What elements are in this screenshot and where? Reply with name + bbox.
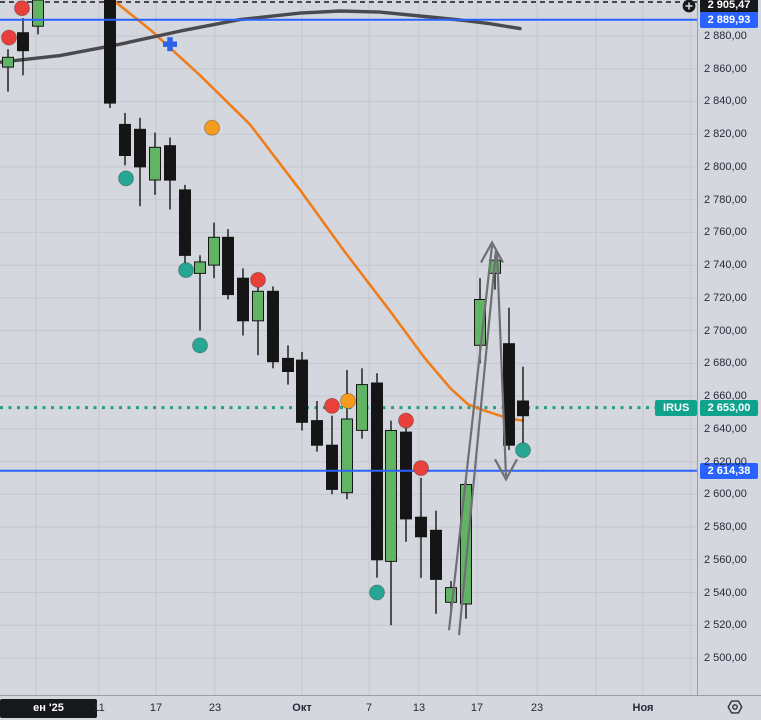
price-tick-label: 2 820,00 [704, 128, 747, 140]
time-tick-label: 7 [365, 702, 373, 714]
time-tick-label: 11 [93, 702, 105, 714]
time-tick-label: 17 [470, 702, 484, 714]
time-tick-label: Ноя [632, 702, 654, 714]
price-tick-label: 2 540,00 [704, 587, 747, 599]
candlestick-chart-canvas[interactable] [0, 0, 697, 695]
price-tick-label: 2 620,00 [704, 456, 747, 468]
price-tick-label: 2 520,00 [704, 619, 747, 631]
time-tick-label: 23 [530, 702, 544, 714]
price-tick-label: 2 800,00 [704, 161, 747, 173]
price-tick-label: 2 740,00 [704, 259, 747, 271]
price-badge-last: 2 653,00 [700, 400, 758, 416]
price-badge-blue-upper: 2 889,93 [700, 12, 758, 28]
plus-circle-icon[interactable] [682, 0, 696, 13]
time-tick-label: 17 [149, 702, 163, 714]
price-tick-label: 2 600,00 [704, 488, 747, 500]
price-tick-label: 2 700,00 [704, 325, 747, 337]
price-tick-label: 2 880,00 [704, 30, 747, 42]
price-tick-label: 2 500,00 [704, 652, 747, 664]
price-tick-label: 2 780,00 [704, 194, 747, 206]
price-badge-blue-lower: 2 614,38 [700, 463, 758, 479]
price-badge-black: 2 905,47 [700, 0, 758, 13]
price-tick-label: 2 860,00 [704, 63, 747, 75]
time-axis[interactable]: ен '25 11 17 23 Окт 7 13 17 23 Ноя [0, 695, 761, 720]
price-tick-label: 2 560,00 [704, 554, 747, 566]
price-tick-label: 2 580,00 [704, 521, 747, 533]
price-tick-label: 2 720,00 [704, 292, 747, 304]
date-range-badge: ен '25 [0, 699, 97, 718]
price-tick-label: 2 640,00 [704, 423, 747, 435]
time-tick-label: Окт [292, 702, 312, 714]
price-tick-label: 2 660,00 [704, 390, 747, 402]
price-tick-label: 2 680,00 [704, 357, 747, 369]
symbol-label-badge: IRUS [655, 400, 698, 416]
time-tick-label: 23 [208, 702, 222, 714]
gear-icon[interactable] [726, 698, 744, 716]
price-tick-label: 2 760,00 [704, 226, 747, 238]
price-tick-label: 2 840,00 [704, 95, 747, 107]
price-axis[interactable]: 2 905,47 2 889,93 2 653,00 2 614,38 2 88… [697, 0, 761, 695]
time-tick-label: 13 [412, 702, 426, 714]
